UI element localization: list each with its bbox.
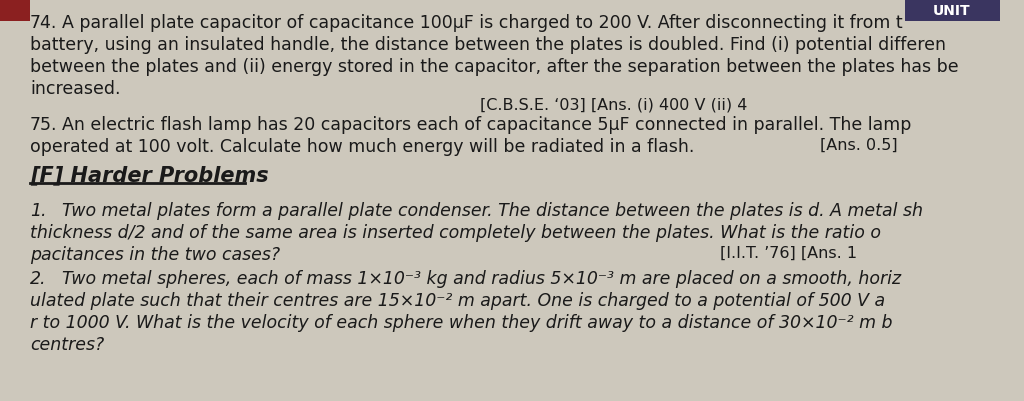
- Text: pacitances in the two cases?: pacitances in the two cases?: [30, 245, 281, 263]
- Text: 2.: 2.: [30, 269, 46, 287]
- Text: operated at 100 volt. Calculate how much energy will be radiated in a flash.: operated at 100 volt. Calculate how much…: [30, 138, 694, 156]
- Text: [I.I.T. ’76] [Ans. 1: [I.I.T. ’76] [Ans. 1: [720, 245, 857, 260]
- Text: increased.: increased.: [30, 80, 121, 98]
- Text: 74.: 74.: [30, 14, 57, 32]
- Text: r to 1000 V. What is the velocity of each sphere when they drift away to a dista: r to 1000 V. What is the velocity of eac…: [30, 313, 893, 331]
- Text: [F] Harder Problems: [F] Harder Problems: [30, 164, 268, 184]
- Text: Two metal plates form a parallel plate condenser. The distance between the plate: Two metal plates form a parallel plate c…: [62, 201, 923, 219]
- Text: An electric flash lamp has 20 capacitors each of capacitance 5μF connected in pa: An electric flash lamp has 20 capacitors…: [62, 116, 911, 134]
- Text: [Ans. 0.5]: [Ans. 0.5]: [820, 138, 898, 153]
- Text: 75.: 75.: [30, 116, 57, 134]
- Text: centres?: centres?: [30, 335, 104, 353]
- Text: [C.B.S.E. ‘03] [Ans. (i) 400 V (ii) 4: [C.B.S.E. ‘03] [Ans. (i) 400 V (ii) 4: [480, 98, 748, 113]
- FancyBboxPatch shape: [0, 0, 30, 22]
- Text: UNIT: UNIT: [933, 4, 971, 18]
- Text: ulated plate such that their centres are 15×10⁻² m apart. One is charged to a po: ulated plate such that their centres are…: [30, 291, 885, 309]
- Text: thickness d/2 and of the same area is inserted completely between the plates. Wh: thickness d/2 and of the same area is in…: [30, 223, 881, 241]
- Text: Two metal spheres, each of mass 1×10⁻³ kg and radius 5×10⁻³ m are placed on a sm: Two metal spheres, each of mass 1×10⁻³ k…: [62, 269, 901, 287]
- Text: battery, using an insulated handle, the distance between the plates is doubled. : battery, using an insulated handle, the …: [30, 36, 946, 54]
- FancyBboxPatch shape: [905, 0, 1000, 22]
- Text: A parallel plate capacitor of capacitance 100μF is charged to 200 V. After disco: A parallel plate capacitor of capacitanc…: [62, 14, 902, 32]
- Text: 1.: 1.: [30, 201, 46, 219]
- Text: between the plates and (ii) energy stored in the capacitor, after the separation: between the plates and (ii) energy store…: [30, 58, 958, 76]
